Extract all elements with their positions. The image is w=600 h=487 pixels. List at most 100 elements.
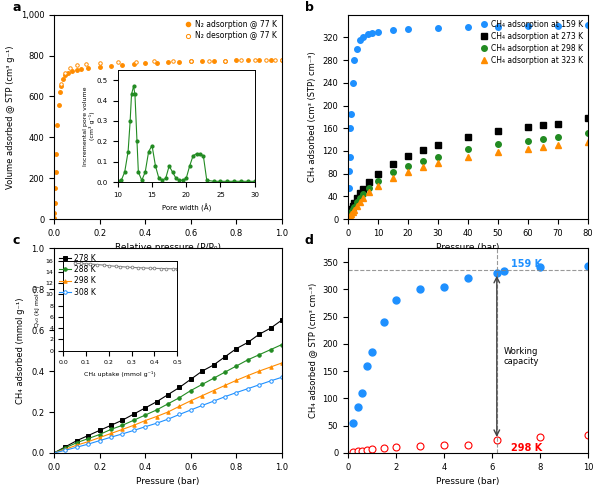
CH₄ adsorption at 273 K [494,128,502,134]
288 K [62,445,69,451]
CH₄ adsorption at 273 K [464,134,472,140]
CH₄ adsorption at 159 K [464,24,472,30]
278 K [153,399,160,405]
CH₄ adsorption at 323 K [404,169,412,175]
278 K [130,411,137,417]
CH₄ adsorption at 323 K [347,211,355,217]
X-axis label: Pressure (bar): Pressure (bar) [136,477,200,486]
298 K [73,442,80,448]
CH₄ adsorption at 298 K [494,141,502,147]
308 K [187,407,194,413]
N₂ adsorption @ 77 K [164,59,172,65]
288 K [256,352,263,357]
CH₄ adsorption at 159 K [350,57,358,63]
X-axis label: Relative pressure (P/P₀): Relative pressure (P/P₀) [115,244,221,252]
298 K [119,427,126,432]
278 K [278,317,286,323]
N₂ adsorption @ 77 K [50,215,58,221]
CH₄ adsorption at 159 K [584,22,592,28]
278 K [119,417,126,423]
CH₄ adsorption at 298 K [374,178,382,184]
CH₄ adsorption at 159 K [368,30,376,36]
CH₄ adsorption at 298 K [365,185,373,191]
308 K [130,428,137,433]
298 K [153,413,160,419]
Line: 308 K: 308 K [52,375,284,455]
Text: c: c [13,234,20,247]
CH₄ adsorption at 159 K [359,35,367,40]
278 K [187,376,194,382]
Line: CH₄ adsorption at 323 K: CH₄ adsorption at 323 K [347,139,591,219]
N₂ adsorption @ 77 K [244,57,251,63]
N₂ adsorption @ 77 K [59,76,67,82]
278 K [176,385,183,391]
N₂ adsorption @ 77 K [210,58,217,64]
CH₄ adsorption at 323 K [356,199,364,205]
308 K [256,382,263,388]
278 K [210,362,217,368]
298 K [50,450,58,456]
278 K [50,450,58,456]
CH₄ adsorption at 273 K [419,147,427,153]
CH₄ adsorption at 273 K [539,122,547,128]
298 K [62,446,69,452]
CH₄ adsorption at 159 K [347,111,355,117]
CH₄ adsorption at 273 K [365,179,373,185]
CH₄ adsorption at 323 K [365,189,373,195]
278 K [244,339,251,345]
288 K [244,357,251,363]
278 K [107,422,115,428]
N₂ desorption @ 77 K [251,57,258,63]
298 K [233,377,240,383]
308 K [221,393,229,399]
N₂ adsorption @ 77 K [176,59,183,65]
N₂ adsorption @ 77 K [153,60,160,66]
Y-axis label: Volume adsorbed @ STP (cm³ g⁻¹): Volume adsorbed @ STP (cm³ g⁻¹) [6,45,15,188]
N₂ adsorption @ 77 K [54,122,61,128]
CH₄ adsorption at 323 K [346,213,353,219]
288 K [221,369,229,375]
298 K [256,368,263,374]
N₂ desorption @ 77 K [272,57,279,63]
298 K [244,373,251,378]
308 K [199,403,206,409]
288 K [119,422,126,428]
N₂ adsorption @ 77 K [187,58,194,64]
308 K [107,434,115,440]
308 K [119,431,126,437]
Line: N₂ adsorption @ 77 K: N₂ adsorption @ 77 K [52,58,284,220]
N₂ adsorption @ 77 K [267,57,274,63]
308 K [164,416,172,422]
Line: 298 K: 298 K [52,361,284,455]
N₂ desorption @ 77 K [114,59,121,65]
308 K [73,444,80,450]
N₂ desorption @ 77 K [221,57,229,63]
N₂ adsorption @ 77 K [62,72,69,78]
CH₄ adsorption at 298 K [434,154,442,160]
Line: N₂ desorption @ 77 K: N₂ desorption @ 77 K [59,58,284,86]
308 K [278,375,286,380]
CH₄ adsorption at 298 K [346,212,353,218]
N₂ adsorption @ 77 K [52,200,59,206]
308 K [62,448,69,453]
CH₄ adsorption at 323 K [350,207,358,213]
N₂ adsorption @ 77 K [55,102,62,108]
CH₄ adsorption at 298 K [419,158,427,164]
CH₄ adsorption at 323 K [554,142,562,148]
288 K [50,450,58,456]
CH₄ adsorption at 159 K [404,26,412,32]
CH₄ adsorption at 298 K [359,191,367,197]
288 K [142,412,149,418]
N₂ desorption @ 77 K [73,62,80,68]
288 K [187,388,194,393]
CH₄ adsorption at 298 K [524,138,532,144]
CH₄ adsorption at 298 K [584,130,592,136]
N₂ adsorption @ 77 K [96,64,103,70]
298 K [107,431,115,436]
N₂ desorption @ 77 K [62,70,69,76]
CH₄ adsorption at 159 K [347,125,354,131]
N₂ adsorption @ 77 K [142,60,149,66]
N₂ adsorption @ 77 K [68,68,76,74]
CH₄ adsorption at 273 K [389,161,397,167]
N₂ desorption @ 77 K [82,61,89,67]
